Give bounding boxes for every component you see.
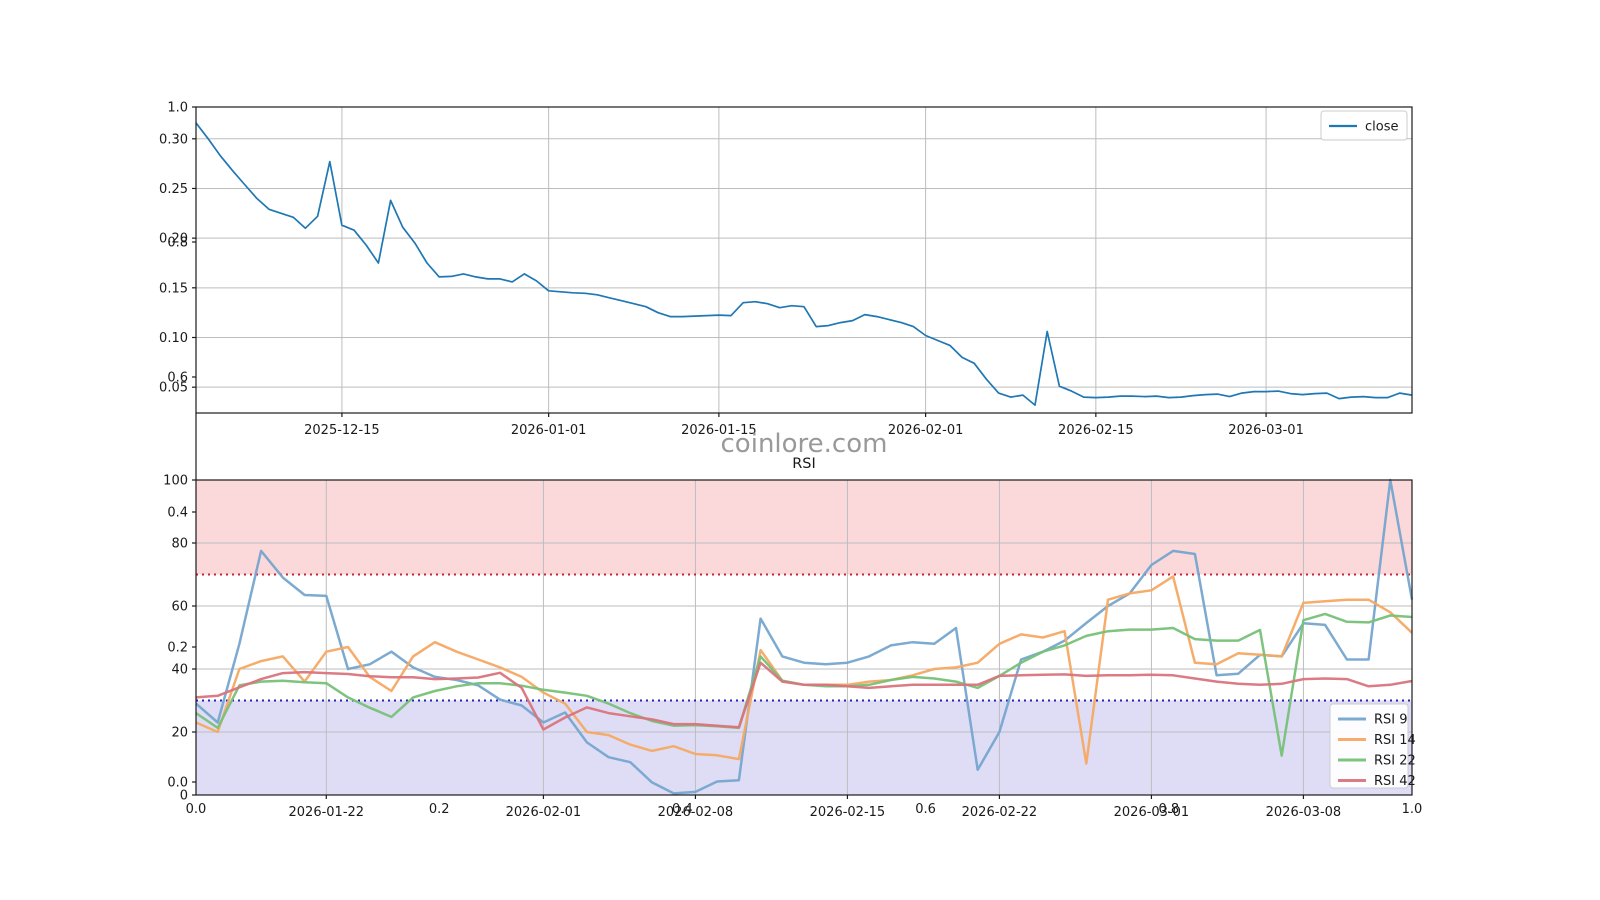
watermark: coinlore.com: [721, 429, 888, 459]
price-plot-frame: [195, 106, 1413, 414]
bands-layer: [196, 480, 1412, 795]
rsi-chart-title: RSI: [792, 456, 816, 472]
x-tick-label: 2026-02-01: [888, 423, 964, 438]
x-tick-label: 2026-02-01: [506, 805, 582, 820]
ghost-y-tick-label: 0.8: [167, 236, 188, 251]
rsi-legend-box: [1329, 703, 1409, 789]
x-tick-label: 2026-03-08: [1266, 805, 1342, 820]
ghost-y-tick-label: 0.6: [167, 371, 188, 386]
y-tick-label: 0.10: [159, 331, 188, 346]
x-tick-label: 2026-02-08: [658, 805, 734, 820]
x-tick-label: 2026-03-01: [1114, 805, 1190, 820]
ghost-x-tick-label: 0.6: [915, 802, 936, 817]
ghost-x-tick-label: 0.8: [1158, 802, 1179, 817]
threshold-lines-layer: [196, 573, 1412, 702]
x-tick-label: 2026-01-22: [289, 805, 365, 820]
y-tick-label: 0.20: [159, 232, 188, 247]
rsi-legend-label: RSI 9: [1374, 713, 1408, 728]
price-legend-box: [1320, 110, 1408, 141]
rsi-42-line: [195, 661, 1413, 731]
x-tick-label: 2025-12-15: [304, 423, 380, 438]
x-tick-label: 2026-02-22: [962, 805, 1038, 820]
y-tick-label: 20: [171, 726, 188, 741]
x-tick-label: 2026-03-01: [1228, 423, 1304, 438]
ghost-y-tick-label: 0.4: [167, 506, 188, 521]
axes-frame-layer: [195, 106, 1413, 796]
y-tick-label: 0.25: [159, 182, 188, 197]
ghost-x-tick-label: 0.4: [672, 802, 693, 817]
ghost-x-tick-label: 1.0: [1402, 802, 1423, 817]
y-tick-label: 80: [171, 537, 188, 552]
x-tick-label: 2026-01-15: [681, 423, 757, 438]
ghost-x-tick-label: 0.0: [186, 802, 207, 817]
y-tick-label: 100: [163, 474, 188, 489]
rsi-9-line: [195, 478, 1414, 795]
x-tick-label: 2026-02-15: [1058, 423, 1134, 438]
legends-layer: close RSI 9 RSI 14 RSI 22 RSI 42: [1320, 110, 1416, 789]
y-tick-label: 40: [171, 663, 188, 678]
ghost-y-tick-label: 0.2: [167, 641, 188, 656]
rsi-legend-label: RSI 22: [1374, 754, 1416, 769]
x-tick-label: 2026-02-15: [810, 805, 886, 820]
y-tick-label: 0.30: [159, 132, 188, 147]
ghost-x-tick-label: 0.2: [429, 802, 450, 817]
y-tick-label: 0.15: [159, 281, 188, 296]
close-line: [195, 122, 1413, 406]
oversold-band: [196, 700, 1412, 795]
rsi-legend-label: RSI 42: [1374, 774, 1416, 789]
y-tick-label: 0.05: [159, 381, 188, 396]
rsi-legend-label: RSI 14: [1374, 733, 1416, 748]
ghost-y-tick-label: 1.0: [167, 101, 188, 116]
x-tick-label: 2026-01-01: [511, 423, 587, 438]
tick-labels-layer: 2025-12-15 2026-01-01 2026-01-15 2026-02-01…: [159, 101, 1422, 821]
overbought-band: [196, 480, 1412, 575]
ghost-y-tick-label: 0.0: [167, 776, 188, 791]
rsi-plot-frame: [195, 479, 1413, 796]
y-tick-label: 0: [180, 789, 188, 804]
y-tick-label: 60: [171, 600, 188, 615]
price-legend-label: close: [1365, 120, 1398, 135]
series-layer: [195, 122, 1414, 795]
